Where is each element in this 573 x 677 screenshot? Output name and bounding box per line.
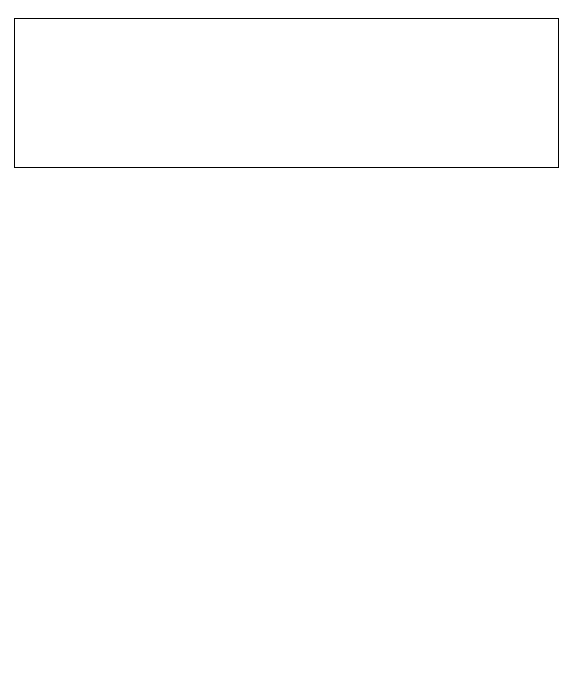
ir-spectrum-panel bbox=[14, 18, 559, 168]
ir-svg bbox=[15, 19, 558, 167]
nmr-svg bbox=[14, 176, 559, 436]
nmr-spectrum-panel bbox=[14, 176, 559, 436]
